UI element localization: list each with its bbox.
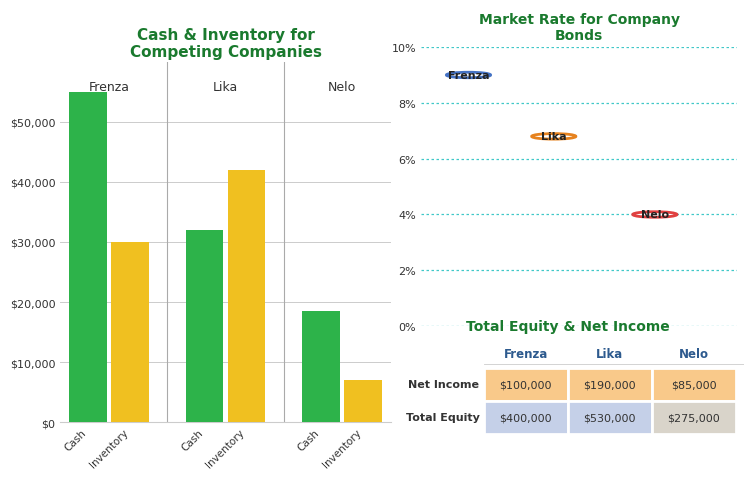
Bar: [652, 401, 735, 433]
Ellipse shape: [632, 212, 677, 218]
Title: Market Rate for Company
Bonds: Market Rate for Company Bonds: [478, 12, 680, 43]
Bar: [69, 92, 107, 422]
Text: Total Equity: Total Equity: [405, 412, 480, 422]
Text: $400,000: $400,000: [499, 412, 552, 422]
Text: $100,000: $100,000: [499, 380, 552, 389]
Text: Frenza: Frenza: [89, 80, 129, 94]
Text: Nelo: Nelo: [678, 347, 708, 360]
Bar: [344, 380, 382, 422]
Text: $530,000: $530,000: [584, 412, 636, 422]
Title: Cash & Inventory for
Competing Companies: Cash & Inventory for Competing Companies: [129, 27, 322, 60]
Text: Lika: Lika: [541, 132, 566, 142]
Bar: [186, 230, 223, 422]
Text: Frenza: Frenza: [447, 71, 490, 81]
Bar: [568, 368, 652, 401]
Text: Frenza: Frenza: [504, 347, 548, 360]
Bar: [228, 170, 265, 422]
Text: $275,000: $275,000: [667, 412, 720, 422]
Text: Net Income: Net Income: [408, 380, 480, 389]
Text: Nelo: Nelo: [641, 210, 669, 220]
Bar: [484, 401, 568, 433]
Text: Nelo: Nelo: [328, 80, 356, 94]
Bar: [652, 368, 735, 401]
Text: Total Equity & Net Income: Total Equity & Net Income: [466, 320, 669, 334]
Ellipse shape: [532, 134, 576, 140]
Bar: [111, 242, 149, 422]
Text: Lika: Lika: [596, 347, 623, 360]
Bar: [484, 368, 568, 401]
Bar: [302, 312, 340, 422]
Ellipse shape: [447, 73, 490, 79]
Bar: [568, 401, 652, 433]
Text: Lika: Lika: [213, 80, 238, 94]
Text: $85,000: $85,000: [671, 380, 717, 389]
Text: $190,000: $190,000: [584, 380, 636, 389]
